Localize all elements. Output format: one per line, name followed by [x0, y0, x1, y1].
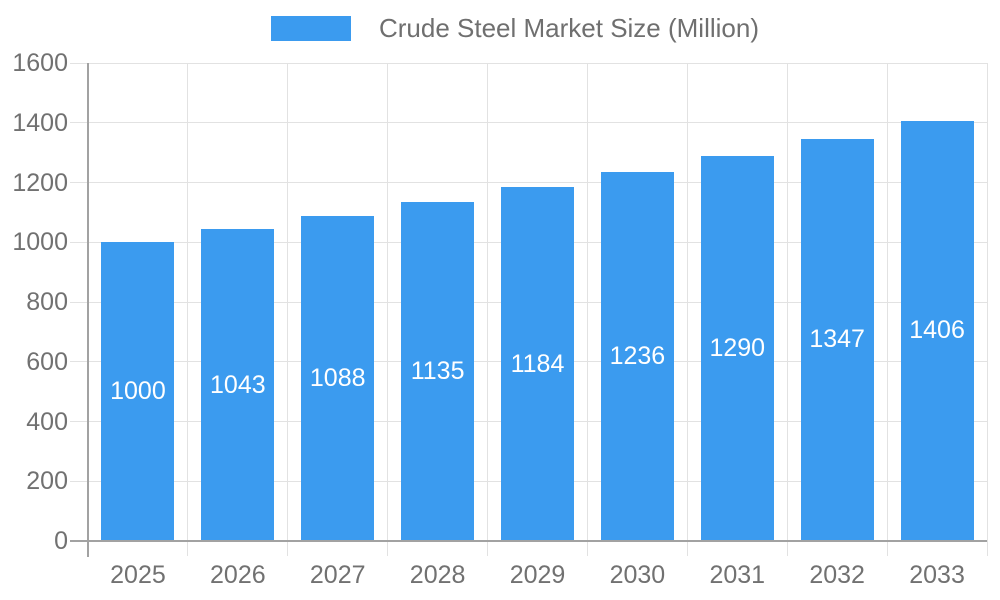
- y-axis-line: [87, 63, 89, 557]
- y-tick-label: 1200: [12, 168, 68, 197]
- bar-2033: 1406: [900, 120, 974, 541]
- bar-2028: 1135: [401, 201, 475, 541]
- bar-value-label: 1135: [410, 356, 465, 385]
- bar-2032: 1347: [800, 138, 874, 541]
- x-tick-label: 2026: [210, 561, 266, 589]
- x-tick-label: 2032: [809, 561, 865, 589]
- bar-2030: 1236: [600, 171, 674, 541]
- y-tick-label: 1600: [12, 49, 68, 77]
- x-gridline: [886, 63, 888, 556]
- bar-2025: 1000: [101, 242, 175, 541]
- x-tick-label: 2031: [709, 561, 766, 589]
- bar-2031: 1290: [700, 155, 774, 541]
- bar-value-label: 1236: [609, 341, 666, 370]
- x-tick-label: 2033: [909, 561, 965, 589]
- bar-value-label: 1406: [909, 316, 965, 345]
- bar-value-label: 1043: [210, 370, 266, 399]
- x-gridline: [586, 63, 588, 556]
- legend-item[interactable]: Crude Steel Market Size (Million): [270, 13, 759, 44]
- bar-2027: 1088: [301, 215, 375, 541]
- x-tick-label: 2025: [110, 561, 166, 589]
- bar-value-label: 1000: [110, 377, 166, 406]
- x-gridline: [786, 63, 788, 556]
- x-gridline: [187, 63, 189, 556]
- x-tick-label: 2027: [309, 561, 366, 589]
- y-gridline: [70, 62, 987, 64]
- y-tick-label: 600: [26, 347, 68, 376]
- x-gridline: [686, 63, 688, 556]
- x-tick-label: 2028: [409, 561, 466, 589]
- bar-2029: 1184: [501, 187, 574, 541]
- bar-value-label: 1290: [709, 333, 766, 362]
- y-tick-label: 800: [26, 288, 68, 316]
- x-gridline: [487, 63, 489, 556]
- bar-2026: 1043: [201, 229, 275, 541]
- y-gridline: [70, 122, 987, 124]
- x-axis-line: [70, 540, 987, 542]
- x-gridline: [387, 63, 389, 556]
- y-gridline: [70, 182, 987, 183]
- bar-value-label: 1184: [510, 349, 565, 378]
- x-tick-label: 2030: [609, 561, 666, 589]
- y-tick-label: 1000: [12, 228, 68, 257]
- legend-label: Crude Steel Market Size (Million): [378, 13, 759, 43]
- y-tick-label: 400: [26, 407, 68, 436]
- plot-area: 0 200 400 600 800 1000 1200 1400 1600 1000 2025 104…: [12, 49, 988, 589]
- chart-legend: Crude Steel Market Size (Million): [0, 13, 1000, 44]
- x-tick-label: 2029: [509, 561, 566, 589]
- x-gridline: [986, 63, 988, 556]
- x-gridline: [287, 63, 289, 556]
- y-tick-label: 1400: [12, 108, 68, 137]
- y-tick-label: 0: [54, 527, 68, 555]
- bar-value-label: 1088: [309, 363, 366, 392]
- legend-swatch-icon: [270, 16, 351, 41]
- bar-value-label: 1347: [809, 325, 865, 354]
- y-tick-label: 200: [26, 467, 68, 496]
